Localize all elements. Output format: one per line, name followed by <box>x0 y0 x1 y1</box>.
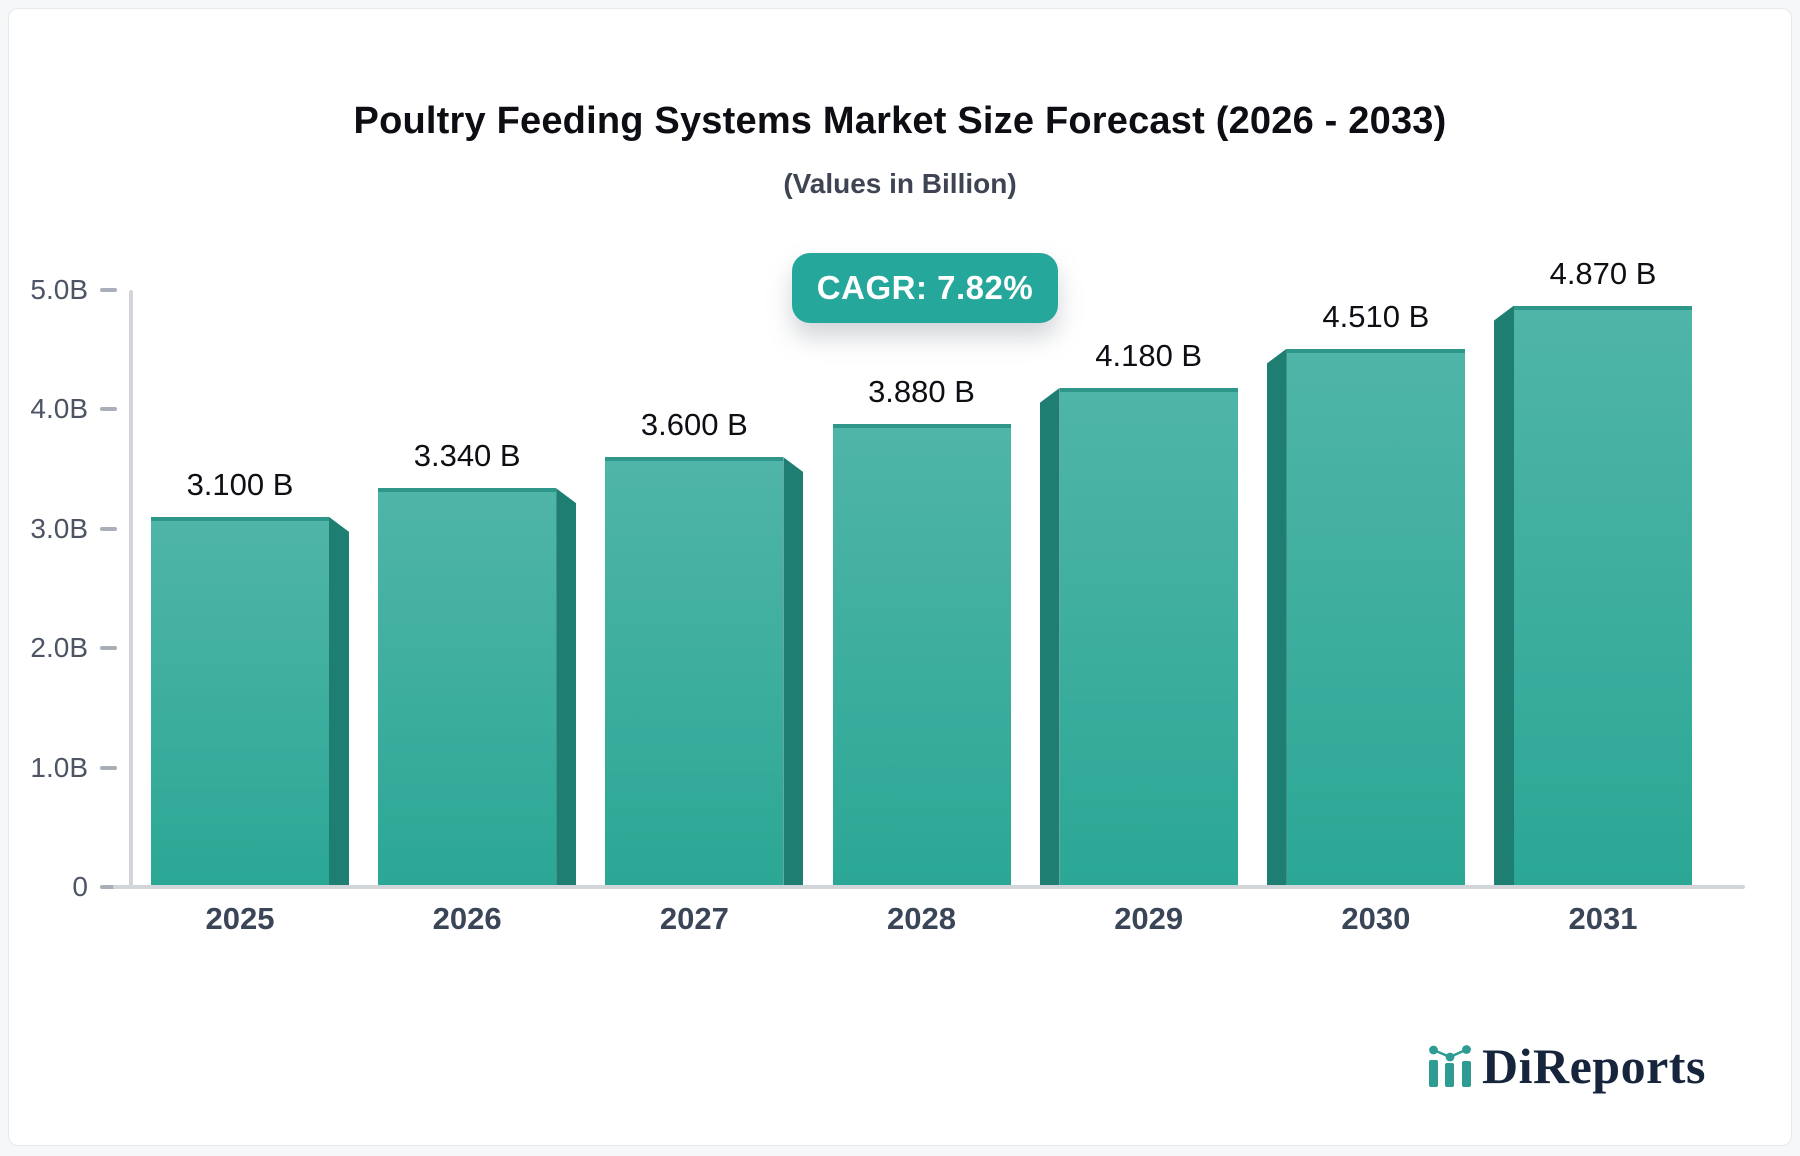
bar-side-face <box>329 516 349 887</box>
y-axis-tick-mark <box>100 288 117 292</box>
y-axis-tick-mark <box>100 765 117 770</box>
bar-2025 <box>151 516 329 887</box>
bar-value-label: 4.180 B <box>1095 337 1203 373</box>
y-axis-tick-mark <box>100 646 117 651</box>
bar-side-face <box>783 457 804 887</box>
x-axis-label: 2027 <box>659 901 729 936</box>
bar-side-face <box>1494 305 1515 887</box>
x-axis-line <box>113 885 1745 889</box>
x-axis-label: 2025 <box>205 901 275 936</box>
bar-value-label: 3.600 B <box>640 407 748 443</box>
brand-logo: DiReports <box>1428 1030 1706 1102</box>
x-axis-label: 2026 <box>432 901 502 936</box>
bar-2026 <box>378 488 557 887</box>
bar-2029 <box>1059 387 1238 887</box>
bar-2030 <box>1286 348 1465 887</box>
y-axis-tick-mark <box>100 526 117 531</box>
bar-value-label: 4.870 B <box>1549 255 1657 291</box>
y-axis-tick-label: 0 <box>72 871 88 902</box>
x-axis-label: 2029 <box>1114 901 1184 936</box>
y-axis-tick-label: 4.0B <box>30 393 88 425</box>
bar-2031 <box>1514 305 1693 887</box>
bar-side-face <box>1039 387 1060 887</box>
x-axis-label: 2030 <box>1341 901 1411 936</box>
page-title: Poultry Feeding Systems Market Size Fore… <box>353 100 1447 142</box>
y-axis-tick-mark <box>100 885 117 889</box>
bar-value-label: 4.510 B <box>1322 298 1430 334</box>
y-axis-tick-label: 1.0B <box>30 751 88 783</box>
chart-subtitle: (Values in Billion) <box>783 168 1017 199</box>
y-axis-tick-label: 3.0B <box>30 512 88 544</box>
bar-2027 <box>605 457 784 887</box>
y-axis-tick-label: 2.0B <box>30 632 88 664</box>
x-axis-label: 2028 <box>887 901 956 936</box>
bar-2028 <box>832 423 1011 887</box>
bar-side-face <box>556 488 577 887</box>
logo-text: DiReports <box>1482 1038 1706 1094</box>
cagr-badge-label: CAGR: 7.82% <box>816 269 1034 306</box>
bar-value-label: 3.340 B <box>413 438 521 474</box>
mini-bar-line-chart-icon <box>1429 1045 1471 1087</box>
bar-value-label: 3.100 B <box>186 466 294 502</box>
y-axis-line <box>129 290 133 889</box>
y-axis-tick-label: 5.0B <box>30 274 88 305</box>
cagr-badge: CAGR: 7.82% <box>792 253 1058 323</box>
bar-side-face <box>1266 348 1287 887</box>
x-axis-label: 2031 <box>1568 901 1638 936</box>
bar-value-label: 3.880 B <box>868 373 975 409</box>
y-axis-tick-mark <box>100 407 117 412</box>
